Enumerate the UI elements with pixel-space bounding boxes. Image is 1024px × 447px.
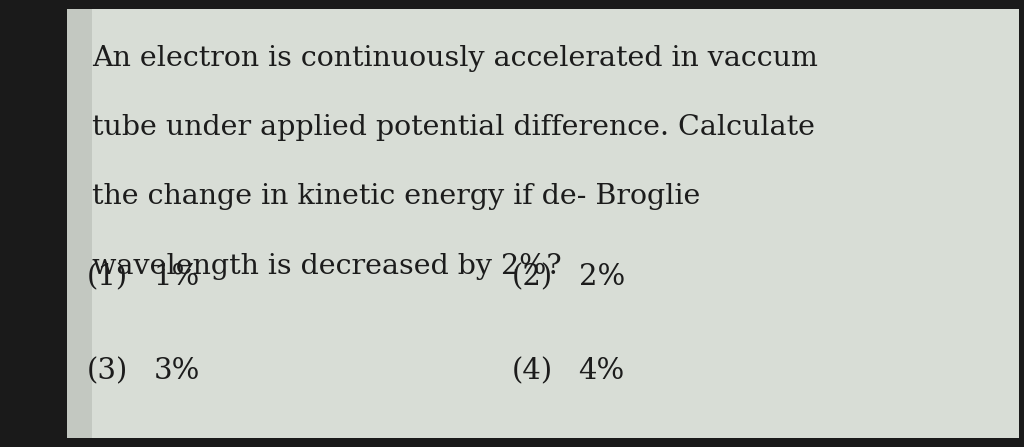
Text: the change in kinetic energy if de- Broglie: the change in kinetic energy if de- Brog… (92, 183, 700, 210)
Text: 3%: 3% (154, 357, 200, 385)
Text: 1%: 1% (154, 263, 200, 291)
Text: An electron is continuously accelerated in vaccum: An electron is continuously accelerated … (92, 45, 818, 72)
Text: (3): (3) (87, 357, 128, 385)
Text: (1): (1) (87, 263, 128, 291)
Text: tube under applied potential difference. Calculate: tube under applied potential difference.… (92, 114, 815, 141)
Text: (2): (2) (512, 263, 553, 291)
Text: (4): (4) (512, 357, 553, 385)
FancyBboxPatch shape (67, 9, 1019, 438)
Text: 2%: 2% (579, 263, 625, 291)
Text: 4%: 4% (579, 357, 625, 385)
Text: wavelength is decreased by 2%?: wavelength is decreased by 2%? (92, 253, 562, 279)
FancyBboxPatch shape (67, 9, 92, 438)
